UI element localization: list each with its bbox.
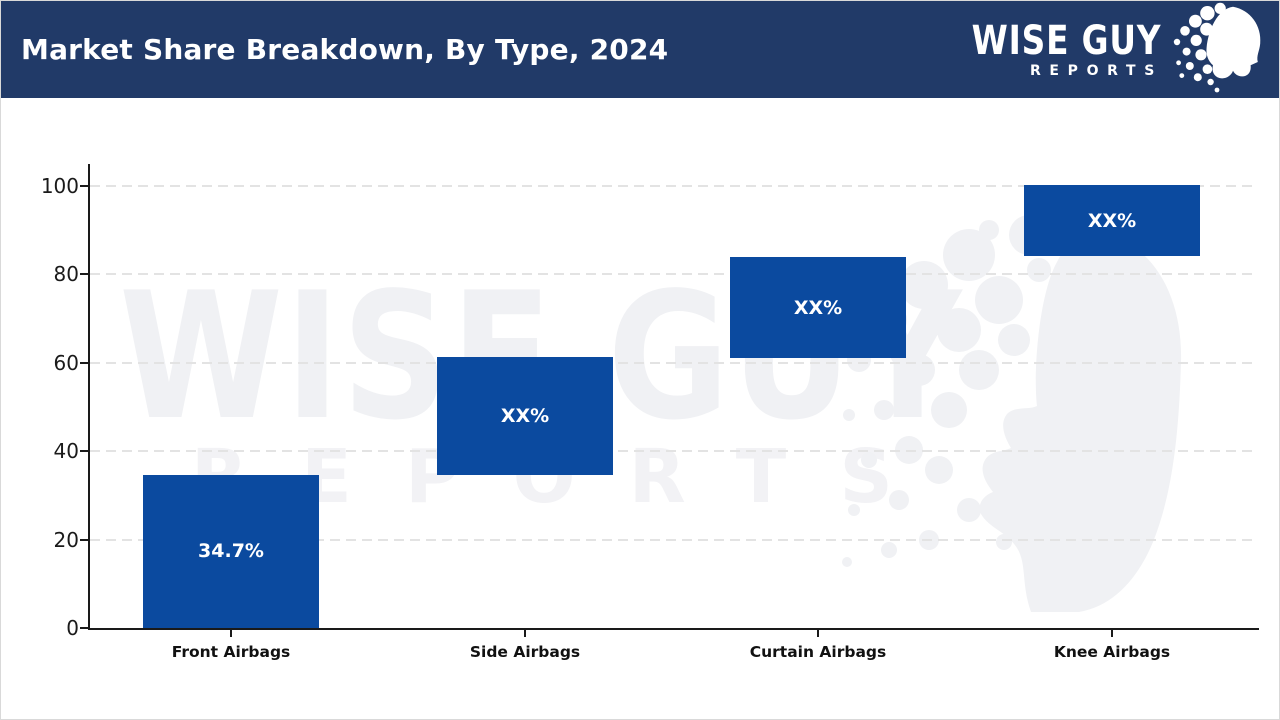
y-axis-tick-label: 0 xyxy=(66,616,79,640)
bar-value-label: XX% xyxy=(793,296,843,319)
gridline xyxy=(90,450,1254,453)
bar-value-label: XX% xyxy=(500,405,550,428)
y-axis-tickmark xyxy=(80,627,88,629)
logo-subtext: REPORTS xyxy=(1029,62,1163,79)
x-axis-category-label: Front Airbags xyxy=(171,643,291,661)
y-axis-line xyxy=(88,164,90,630)
y-axis-tickmark xyxy=(80,273,88,276)
x-axis-tickmark xyxy=(817,630,819,637)
gridline xyxy=(90,185,1254,187)
bar-segment: XX% xyxy=(730,257,906,359)
bar-segment: 34.7% xyxy=(143,474,319,628)
x-axis-tickmark xyxy=(524,630,526,637)
x-axis-category-label: Side Airbags xyxy=(469,643,581,661)
y-axis-tick-label: 20 xyxy=(53,527,79,552)
gridline xyxy=(90,361,1254,364)
logo-wordmark: WISE GUY xyxy=(971,17,1161,64)
y-axis-tickmark xyxy=(80,361,88,364)
y-axis-tickmark xyxy=(80,538,88,541)
y-axis-tick-label: 100 xyxy=(40,174,79,198)
bar-value-label: 34.7% xyxy=(198,540,264,563)
bar-value-label: XX% xyxy=(1087,209,1137,232)
y-axis-tickmark xyxy=(80,185,88,187)
y-axis-tick-label: 40 xyxy=(53,439,79,464)
x-axis-category-label: Knee Airbags xyxy=(1053,643,1171,661)
header-bar: Market Share Breakdown, By Type, 2024 WI… xyxy=(1,1,1279,98)
y-axis-tick-label: 80 xyxy=(53,262,79,287)
x-axis-category-label: Curtain Airbags xyxy=(749,643,887,661)
logo-text: WISE GUY REPORTS xyxy=(930,21,1161,79)
x-axis-tickmark xyxy=(1111,630,1113,637)
gridline xyxy=(90,538,1254,541)
gridline xyxy=(90,273,1254,276)
wiseguy-logo: WISE GUY REPORTS xyxy=(930,2,1279,98)
chart-area: WISE GUY REPORTS 02040608010034.7%Front … xyxy=(1,98,1279,719)
chart-title: Market Share Breakdown, By Type, 2024 xyxy=(21,33,669,66)
plot-region: 0 20 40 60 80 100 34.7% Front Airbags XX% Side Ai… xyxy=(1,98,1279,719)
y-axis-tick-label: 60 xyxy=(53,350,79,375)
bar-segment: XX% xyxy=(1024,185,1200,257)
wiseguy-head-icon xyxy=(1173,2,1261,92)
x-axis-tickmark xyxy=(230,630,232,637)
x-axis-line xyxy=(88,628,1259,630)
bar-segment: XX% xyxy=(437,357,613,475)
y-axis-tickmark xyxy=(80,450,88,453)
watermark-head-icon xyxy=(842,210,1182,612)
